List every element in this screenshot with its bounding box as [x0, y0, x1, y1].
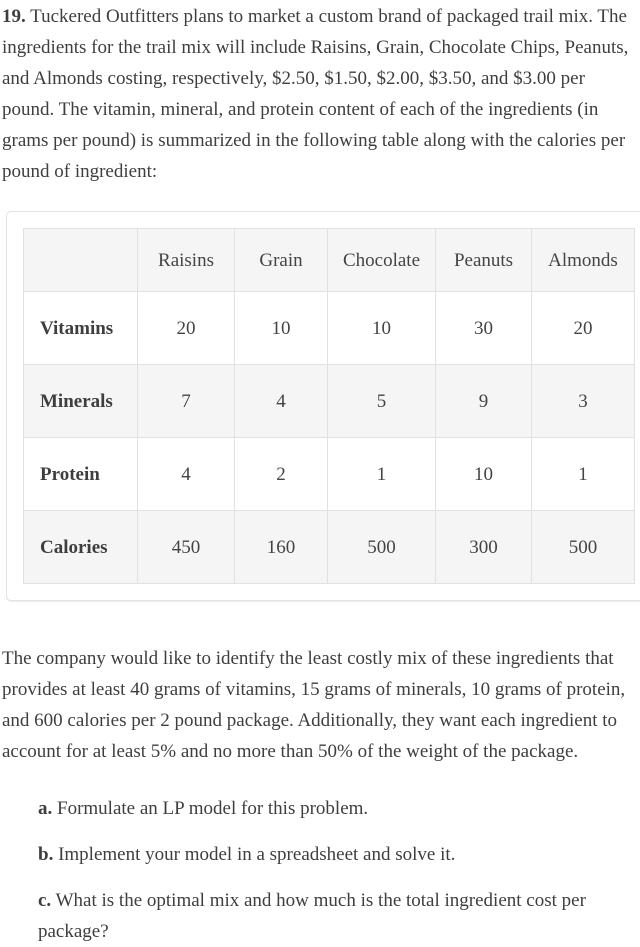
table-cell: 10: [234, 291, 328, 365]
table-cell: 4: [234, 364, 328, 438]
ingredient-table-container: Raisins Grain Chocolate Peanuts Almonds …: [6, 211, 640, 601]
table-cell: 5: [327, 364, 436, 438]
table-cell: 500: [327, 510, 436, 584]
part-a: a. Formulate an LP model for this proble…: [38, 793, 637, 824]
table-cell: 3: [531, 364, 635, 438]
table-cell: 10: [327, 291, 436, 365]
part-c-label: c.: [38, 890, 52, 911]
table-header-row: Raisins Grain Chocolate Peanuts Almonds: [23, 228, 635, 292]
problem-body-paragraph: The company would like to identify the l…: [2, 648, 626, 762]
column-header-peanuts: Peanuts: [435, 228, 532, 292]
part-b-text: Implement your model in a spreadsheet an…: [58, 844, 456, 865]
column-header-grain: Grain: [234, 228, 328, 292]
table-row-minerals: Minerals 7 4 5 9 3: [23, 364, 635, 438]
table-cell: 300: [435, 510, 532, 584]
column-header-almonds: Almonds: [531, 228, 635, 292]
table-cell: 9: [435, 364, 532, 438]
table-cell: 1: [327, 437, 436, 511]
table-cell: 1: [531, 437, 635, 511]
part-b-label: b.: [38, 844, 54, 865]
table-cell: 30: [435, 291, 532, 365]
column-header-chocolate: Chocolate: [327, 228, 436, 292]
table-cell: 20: [531, 291, 635, 365]
problem-intro-text: Tuckered Outfitters plans to market a cu…: [2, 6, 629, 182]
ingredient-table: Raisins Grain Chocolate Peanuts Almonds …: [23, 228, 635, 584]
row-header-calories: Calories: [23, 510, 138, 584]
problem-intro-paragraph: 19. Tuckered Outfitters plans to market …: [2, 1, 637, 187]
part-a-label: a.: [38, 798, 53, 819]
row-header-protein: Protein: [23, 437, 138, 511]
column-header-raisins: Raisins: [137, 228, 235, 292]
row-header-minerals: Minerals: [23, 364, 138, 438]
table-cell: 10: [435, 437, 532, 511]
table-cell: 500: [531, 510, 635, 584]
table-cell: 20: [137, 291, 235, 365]
table-row-protein: Protein 4 2 1 10 1: [23, 437, 635, 511]
part-b: b. Implement your model in a spreadsheet…: [38, 839, 637, 870]
problem-number: 19.: [2, 6, 26, 27]
table-cell: 7: [137, 364, 235, 438]
table-cell: 450: [137, 510, 235, 584]
table-row-calories: Calories 450 160 500 300 500: [23, 510, 635, 584]
table-cell: 4: [137, 437, 235, 511]
part-c: c. What is the optimal mix and how much …: [38, 885, 637, 947]
row-header-vitamins: Vitamins: [23, 291, 138, 365]
problem-parts-list: a. Formulate an LP model for this proble…: [38, 793, 637, 947]
part-c-text: What is the optimal mix and how much is …: [38, 890, 586, 942]
part-a-text: Formulate an LP model for this problem.: [57, 798, 369, 819]
table-cell: 160: [234, 510, 328, 584]
corner-cell: [23, 228, 138, 292]
table-cell: 2: [234, 437, 328, 511]
table-row-vitamins: Vitamins 20 10 10 30 20: [23, 291, 635, 365]
